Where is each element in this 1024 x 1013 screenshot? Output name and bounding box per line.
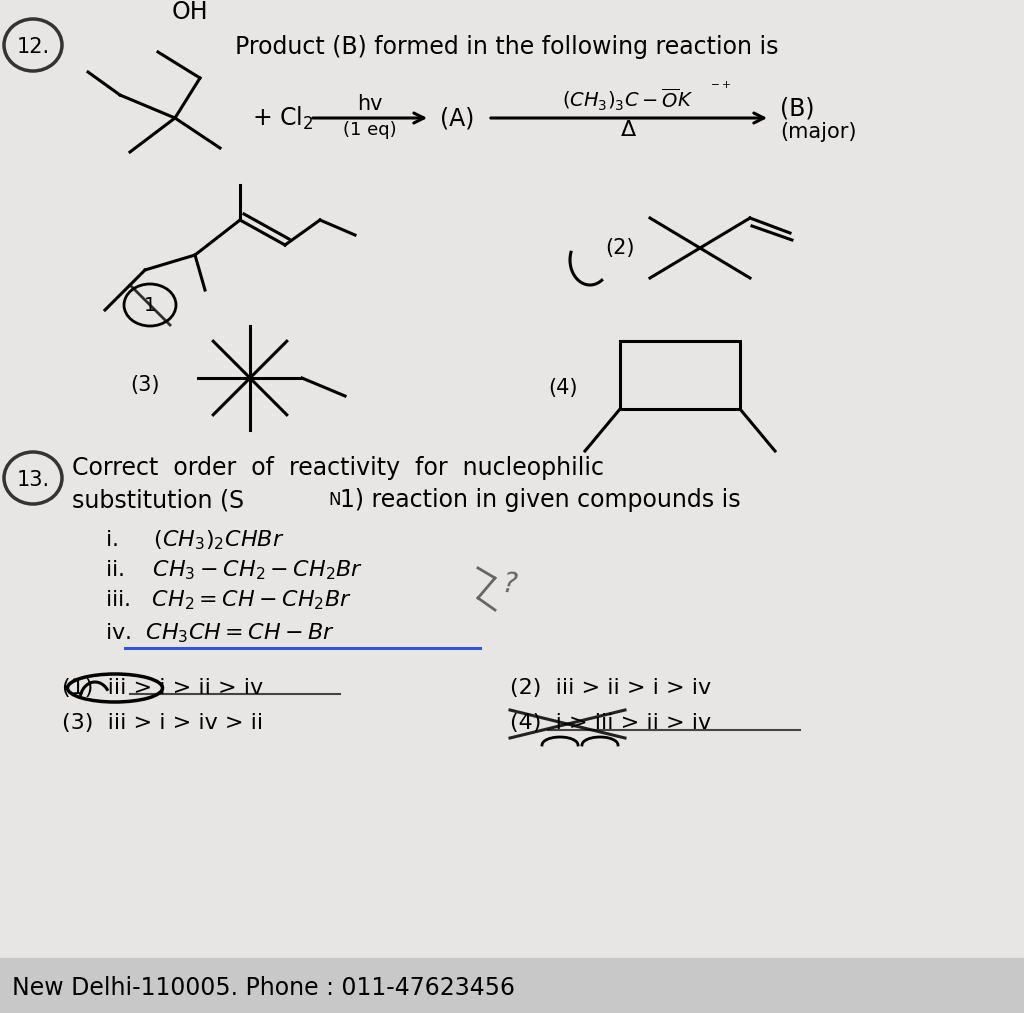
Text: (major): (major) — [780, 122, 856, 142]
Text: i.     $(CH_3)_2CHBr$: i. $(CH_3)_2CHBr$ — [105, 528, 285, 552]
Text: (2)  iii > ii > i > iv: (2) iii > ii > i > iv — [510, 678, 711, 698]
Text: $^{-+}$: $^{-+}$ — [710, 80, 730, 95]
Text: 1: 1 — [143, 296, 157, 314]
Bar — [0, 958, 1024, 1013]
Text: (4): (4) — [548, 378, 578, 398]
Text: (B): (B) — [780, 96, 814, 120]
Text: Product (B) formed in the following reaction is: Product (B) formed in the following reac… — [234, 35, 778, 59]
Text: N: N — [328, 491, 341, 509]
Text: (4)  i > iii > ii > iv: (4) i > iii > ii > iv — [510, 713, 711, 733]
Text: (3): (3) — [130, 375, 160, 395]
Text: ii.    $CH_3-CH_2-CH_2Br$: ii. $CH_3-CH_2-CH_2Br$ — [105, 558, 364, 581]
Text: (A): (A) — [440, 106, 474, 130]
Text: OH: OH — [172, 0, 208, 24]
Text: New Delhi-110005. Phone : 011-47623456: New Delhi-110005. Phone : 011-47623456 — [12, 976, 515, 1000]
Bar — [620, 341, 740, 409]
Text: hv: hv — [357, 94, 383, 114]
Text: iv.  $CH_3CH=CH-Br$: iv. $CH_3CH=CH-Br$ — [105, 621, 335, 645]
Text: substitution (S: substitution (S — [72, 488, 244, 512]
Text: 12.: 12. — [16, 37, 49, 57]
Text: (1)  iii > i > ii > iv: (1) iii > i > ii > iv — [62, 678, 263, 698]
Text: 13.: 13. — [16, 470, 49, 490]
Text: 1) reaction in given compounds is: 1) reaction in given compounds is — [340, 488, 740, 512]
Text: Correct  order  of  reactivity  for  nucleophilic: Correct order of reactivity for nucleoph… — [72, 456, 604, 480]
Text: (3)  iii > i > iv > ii: (3) iii > i > iv > ii — [62, 713, 263, 733]
Text: ?: ? — [502, 570, 518, 600]
Text: (2): (2) — [605, 238, 635, 258]
Text: (1 eq): (1 eq) — [343, 121, 397, 139]
Text: $(CH_3)_3C-\overline{O}K$: $(CH_3)_3C-\overline{O}K$ — [562, 87, 693, 113]
Text: iii.   $CH_2=CH-CH_2Br$: iii. $CH_2=CH-CH_2Br$ — [105, 589, 352, 612]
Text: + Cl$_2$: + Cl$_2$ — [252, 104, 313, 132]
Text: Δ: Δ — [621, 120, 636, 140]
